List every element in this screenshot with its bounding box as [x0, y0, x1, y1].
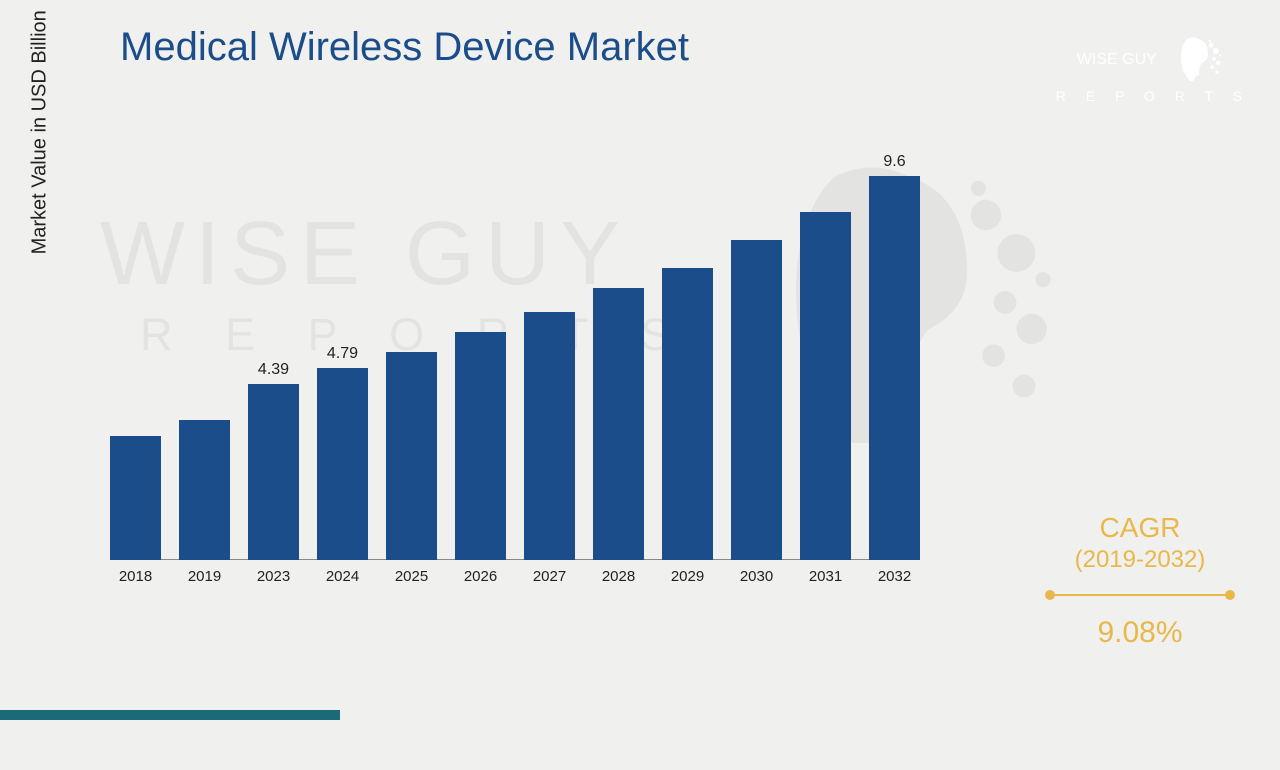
bar-x-label: 2024: [326, 568, 359, 585]
bar: [317, 368, 368, 560]
bar-group: 20234.39: [248, 384, 299, 560]
bar-value-label: 9.6: [883, 153, 905, 171]
logo: WISE GUY R E P O R T S: [1056, 30, 1250, 104]
bar: [455, 332, 506, 560]
bar-group: 2029: [662, 268, 713, 560]
cagr-years: (2019-2032): [1050, 546, 1230, 574]
bar-x-label: 2032: [878, 568, 911, 585]
bar: [731, 240, 782, 560]
bar: [386, 352, 437, 560]
bar: [869, 176, 920, 560]
bar-x-label: 2018: [119, 568, 152, 585]
bar-group: 2019: [179, 420, 230, 560]
bar-group: 2025: [386, 352, 437, 560]
y-axis-label: Market Value in USD Billion: [29, 10, 52, 254]
bar-group: 20329.6: [869, 176, 920, 560]
chart-area: Market Value in USD Billion 201820192023…: [50, 140, 920, 590]
bar-group: 2018: [110, 436, 161, 560]
cagr-block: CAGR (2019-2032) 9.08%: [1050, 512, 1230, 650]
bar-x-label: 2028: [602, 568, 635, 585]
bar-x-label: 2030: [740, 568, 773, 585]
bar-x-label: 2019: [188, 568, 221, 585]
cagr-divider: [1050, 594, 1230, 596]
chart-title: Medical Wireless Device Market: [120, 25, 689, 70]
bar-group: 2031: [800, 212, 851, 560]
bar: [179, 420, 230, 560]
cagr-label: CAGR: [1050, 512, 1230, 544]
bar-x-label: 2025: [395, 568, 428, 585]
bar-x-label: 2026: [464, 568, 497, 585]
cagr-value: 9.08%: [1050, 616, 1230, 650]
bars-container: 2018 2019 20234.39 20244.79 2025 2026 2027 2028…: [110, 160, 920, 560]
bar-group: 2028: [593, 288, 644, 560]
bar-x-label: 2029: [671, 568, 704, 585]
bar-x-label: 2023: [257, 568, 290, 585]
bar-group: 2030: [731, 240, 782, 560]
bar-x-label: 2031: [809, 568, 842, 585]
bar: [662, 268, 713, 560]
logo-main-text: WISE GUY: [1077, 51, 1157, 68]
bar-group: 20244.79: [317, 368, 368, 560]
logo-head-icon: [1169, 30, 1229, 90]
bar-value-label: 4.39: [258, 361, 289, 379]
bar: [593, 288, 644, 560]
bar: [248, 384, 299, 560]
bar: [110, 436, 161, 560]
logo-sub-text: R E P O R T S: [1056, 88, 1250, 104]
bar: [800, 212, 851, 560]
bar-group: 2026: [455, 332, 506, 560]
bar: [524, 312, 575, 560]
footer-accent-bar: [0, 710, 340, 720]
bar-x-label: 2027: [533, 568, 566, 585]
bar-group: 2027: [524, 312, 575, 560]
bar-value-label: 4.79: [327, 345, 358, 363]
